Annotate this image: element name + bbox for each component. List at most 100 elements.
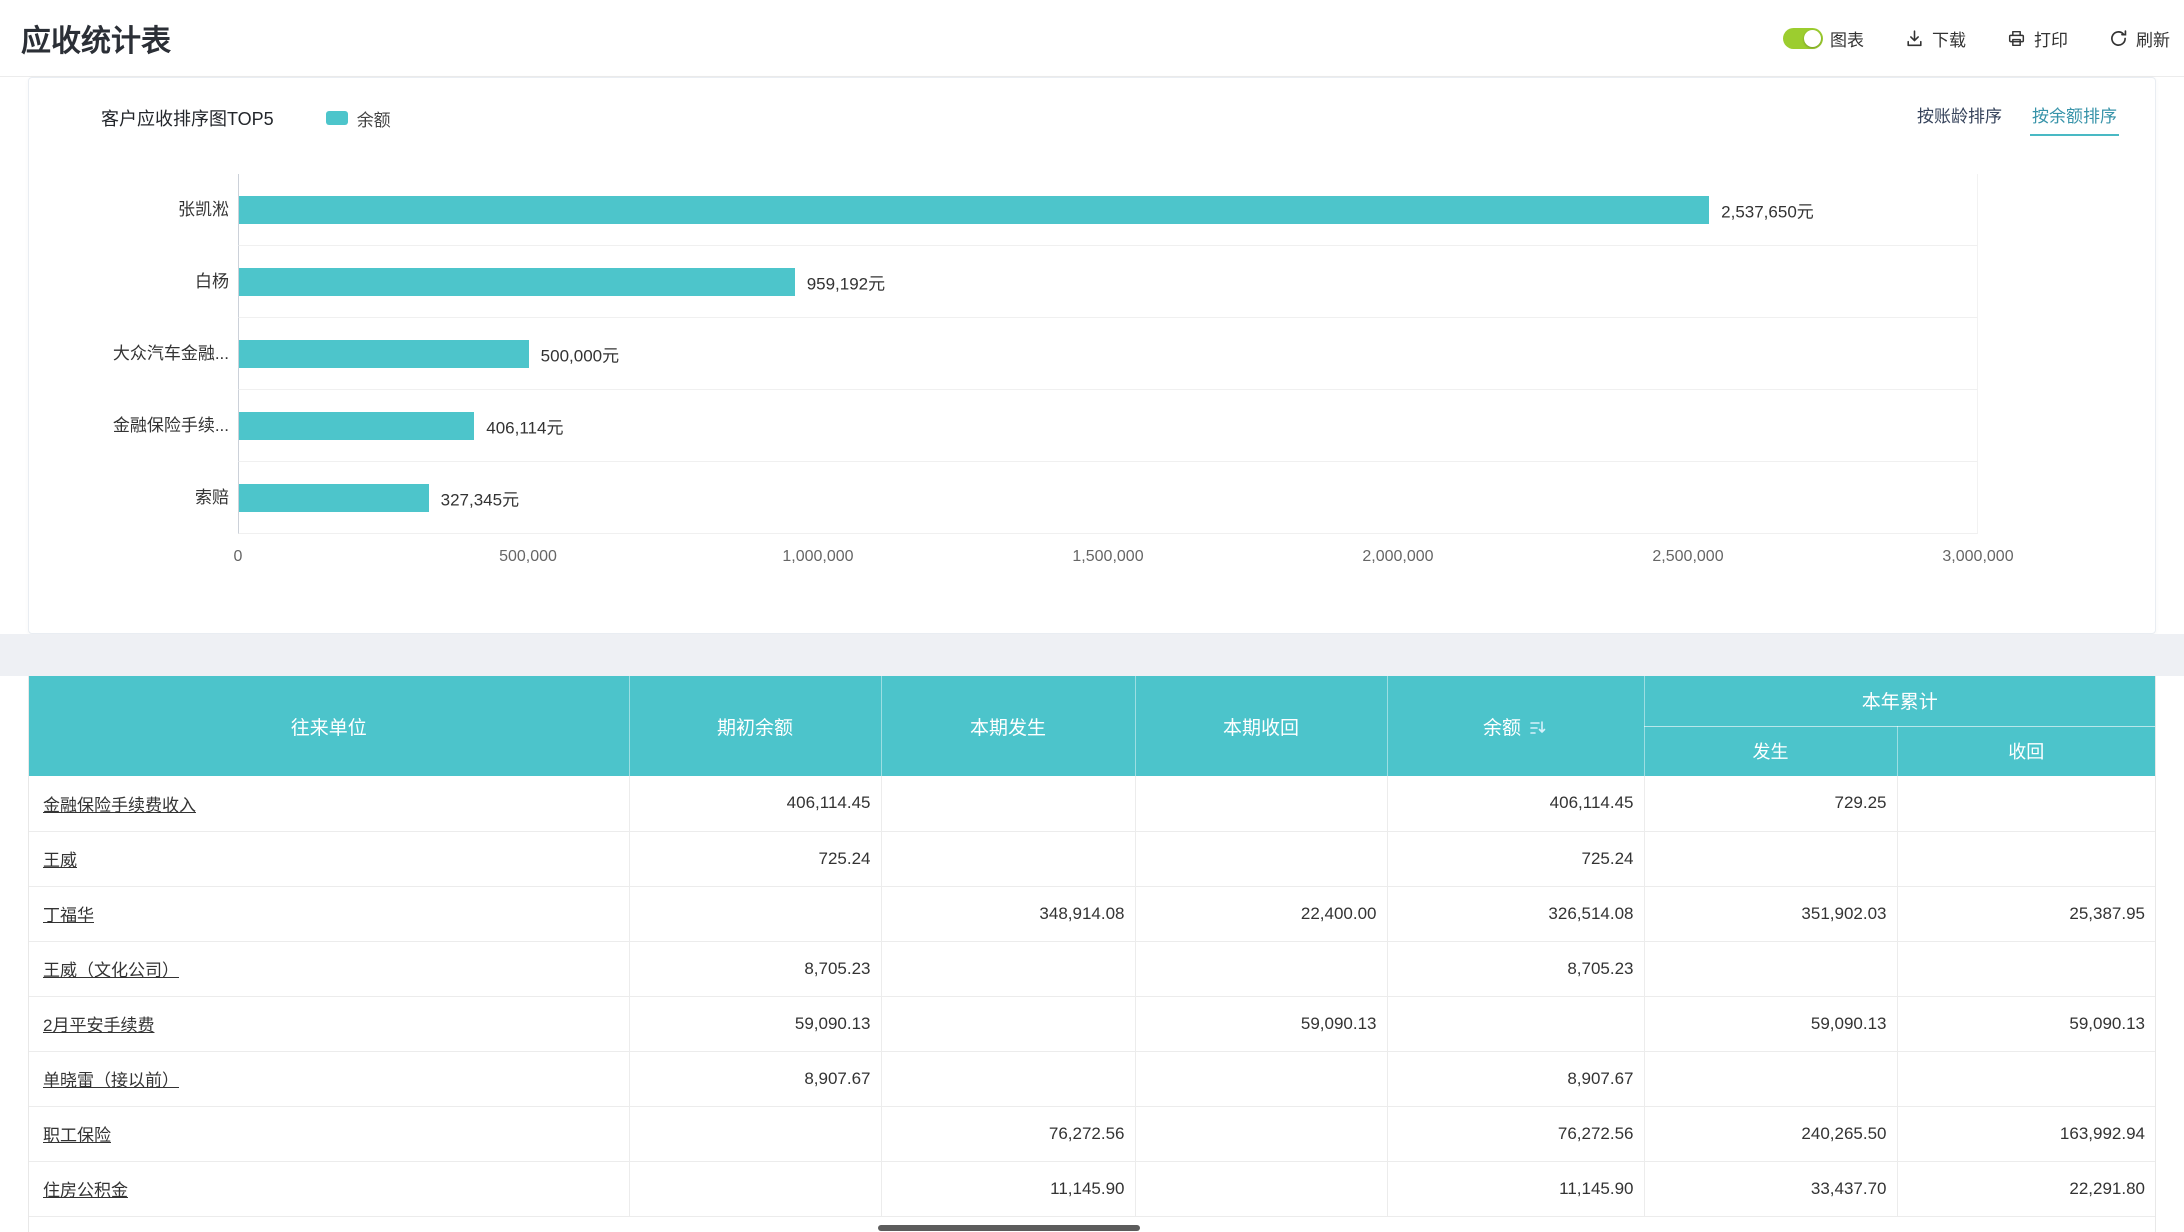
chart-bar-row: 张凯淞 2,537,650元 bbox=[29, 174, 2155, 246]
amount-cell: 725.24 bbox=[1386, 831, 1644, 887]
counterparty-cell: 单晓雷（接以前） bbox=[29, 1051, 629, 1107]
amount-cell: 22,291.80 bbox=[1896, 1161, 2155, 1217]
counterparty-link[interactable]: 单晓雷（接以前） bbox=[43, 1071, 179, 1090]
counterparty-cell: 2月平安手续费 bbox=[29, 996, 629, 1052]
x-axis: 0 500,000 1,000,000 1,500,000 2,000,000 2,500… bbox=[234, 534, 2014, 580]
amount-cell: 348,914.08 bbox=[880, 886, 1135, 942]
chart-bar-row: 索赔 327,345元 bbox=[29, 462, 2155, 534]
chart-bar[interactable] bbox=[239, 411, 475, 440]
counterparty-link[interactable]: 住房公积金 bbox=[43, 1181, 128, 1200]
amount-cell bbox=[1896, 831, 2155, 887]
table-row: 2月平安手续费 59,090.13 59,090.13 59,090.13 59,090… bbox=[29, 996, 2155, 1052]
amount-cell: 59,090.13 bbox=[628, 996, 881, 1052]
chart-bar-row: 白杨 959,192元 bbox=[29, 246, 2155, 318]
toggle-knob bbox=[1804, 29, 1821, 47]
table-row: 王威 725.24 725.24 bbox=[29, 831, 2155, 887]
counterparty-link[interactable]: 王威 bbox=[43, 851, 77, 870]
chart-sort-switch: 按账龄排序 按余额排序 bbox=[1915, 100, 2135, 136]
x-tick-label: 2,500,000 bbox=[1652, 548, 1724, 565]
amount-cell bbox=[1134, 941, 1387, 997]
col-header-counterparty: 往来单位 bbox=[29, 676, 629, 776]
chart-value-label: 959,192元 bbox=[806, 274, 886, 293]
bar-track: 327,345元 bbox=[238, 462, 1978, 534]
print-button[interactable]: 打印 bbox=[2006, 26, 2068, 51]
chart-legend[interactable]: 余额 bbox=[325, 106, 391, 131]
amount-cell: 351,902.03 bbox=[1643, 886, 1897, 942]
chart-value-label: 406,114元 bbox=[486, 418, 564, 437]
col-header-balance[interactable]: 余额 bbox=[1386, 676, 1644, 776]
x-tick-label: 0 bbox=[233, 548, 243, 565]
amount-cell: 8,705.23 bbox=[628, 941, 881, 997]
amount-cell bbox=[880, 996, 1135, 1052]
page-title: 应收统计表 bbox=[21, 25, 171, 58]
x-tick-label: 2,000,000 bbox=[1362, 548, 1434, 565]
amount-cell: 725.24 bbox=[628, 831, 881, 887]
balance-header-label: 余额 bbox=[1482, 717, 1521, 739]
x-tick-label: 1,000,000 bbox=[782, 548, 854, 565]
amount-cell: 8,705.23 bbox=[1386, 941, 1644, 997]
print-label: 打印 bbox=[2034, 30, 2068, 50]
download-icon bbox=[1904, 28, 1925, 49]
chart-bar[interactable] bbox=[239, 195, 1710, 224]
chart-toggle-group: 图表 bbox=[1783, 26, 1864, 51]
amount-cell: 326,514.08 bbox=[1386, 886, 1644, 942]
sort-by-balance-button[interactable]: 按余额排序 bbox=[2030, 100, 2119, 136]
chart-bar[interactable] bbox=[239, 483, 429, 512]
amount-cell: 22,400.00 bbox=[1134, 886, 1387, 942]
chart-title: 客户应收排序图TOP5 bbox=[101, 109, 274, 129]
amount-cell: 406,114.45 bbox=[1386, 776, 1644, 832]
bar-chart-rows: 张凯淞 2,537,650元 白杨 959,192元 大众汽车金融... 500,000元… bbox=[29, 174, 2155, 534]
sort-by-aging-button[interactable]: 按账龄排序 bbox=[1915, 100, 2004, 136]
table-card: 往来单位 期初余额 本期发生 本期收回 余额 本年累计 发生 收回 金融保险手续… bbox=[28, 676, 2156, 1232]
counterparty-cell: 职工保险 bbox=[29, 1106, 629, 1162]
amount-cell bbox=[628, 1106, 881, 1162]
receivables-table: 往来单位 期初余额 本期发生 本期收回 余额 本年累计 发生 收回 金融保险手续… bbox=[29, 676, 2155, 1217]
chart-toggle[interactable] bbox=[1783, 27, 1823, 49]
horizontal-scrollbar-thumb[interactable] bbox=[878, 1225, 1140, 1231]
amount-cell bbox=[1386, 996, 1644, 1052]
topbar: 应收统计表 图表 下载 打印 刷新 bbox=[0, 0, 2184, 77]
counterparty-link[interactable]: 2月平安手续费 bbox=[43, 1016, 155, 1035]
chart-category-label: 大众汽车金融... bbox=[112, 344, 229, 363]
counterparty-cell: 金融保险手续费收入 bbox=[29, 776, 629, 832]
amount-cell bbox=[1643, 941, 1897, 997]
counterparty-link[interactable]: 王威（文化公司） bbox=[43, 961, 179, 980]
sort-descending-icon[interactable] bbox=[1528, 718, 1548, 738]
chart-header: 客户应收排序图TOP5 余额 按账龄排序 按余额排序 bbox=[29, 78, 2155, 136]
amount-cell bbox=[1896, 1051, 2155, 1107]
chart-bar[interactable] bbox=[239, 267, 795, 296]
chart-value-label: 327,345元 bbox=[440, 490, 520, 509]
chart-card: 客户应收排序图TOP5 余额 按账龄排序 按余额排序 张凯淞 2,537,650元… bbox=[28, 77, 2156, 634]
amount-cell: 59,090.13 bbox=[1134, 996, 1387, 1052]
col-header-current-recovered: 本期收回 bbox=[1134, 676, 1387, 776]
chart-category-label: 金融保险手续... bbox=[112, 416, 229, 435]
counterparty-link[interactable]: 丁福华 bbox=[43, 906, 94, 925]
chart-bar[interactable] bbox=[239, 339, 529, 368]
col-header-beginning-balance: 期初余额 bbox=[628, 676, 881, 776]
chart-category-label: 白杨 bbox=[195, 272, 229, 291]
amount-cell: 76,272.56 bbox=[880, 1106, 1135, 1162]
counterparty-link[interactable]: 金融保险手续费收入 bbox=[43, 795, 196, 815]
legend-swatch-icon bbox=[325, 111, 348, 125]
table-row: 丁福华 348,914.08 22,400.00 326,514.08 351,902.… bbox=[29, 886, 2155, 942]
amount-cell bbox=[880, 1051, 1135, 1107]
x-tick-label: 3,000,000 bbox=[1942, 548, 2014, 565]
chart-value-label: 2,537,650元 bbox=[1721, 202, 1814, 221]
amount-cell: 729.25 bbox=[1643, 776, 1897, 832]
amount-cell: 59,090.13 bbox=[1643, 996, 1897, 1052]
counterparty-link[interactable]: 职工保险 bbox=[43, 1126, 111, 1145]
topbar-controls: 图表 下载 打印 刷新 bbox=[1783, 26, 2170, 51]
amount-cell bbox=[628, 1161, 881, 1217]
refresh-button[interactable]: 刷新 bbox=[2108, 26, 2170, 51]
bar-track: 406,114元 bbox=[238, 390, 1978, 462]
bar-chart: 张凯淞 2,537,650元 白杨 959,192元 大众汽车金融... 500,000元… bbox=[29, 174, 2155, 580]
x-tick-label: 1,500,000 bbox=[1072, 548, 1144, 565]
counterparty-cell: 王威 bbox=[29, 831, 629, 887]
col-header-current-occurred: 本期发生 bbox=[880, 676, 1135, 776]
download-label: 下载 bbox=[1932, 30, 1966, 50]
download-button[interactable]: 下载 bbox=[1904, 26, 1966, 51]
bar-track: 2,537,650元 bbox=[238, 174, 1978, 246]
background-band bbox=[0, 634, 2184, 676]
amount-cell bbox=[880, 776, 1135, 832]
amount-cell: 25,387.95 bbox=[1896, 886, 2155, 942]
